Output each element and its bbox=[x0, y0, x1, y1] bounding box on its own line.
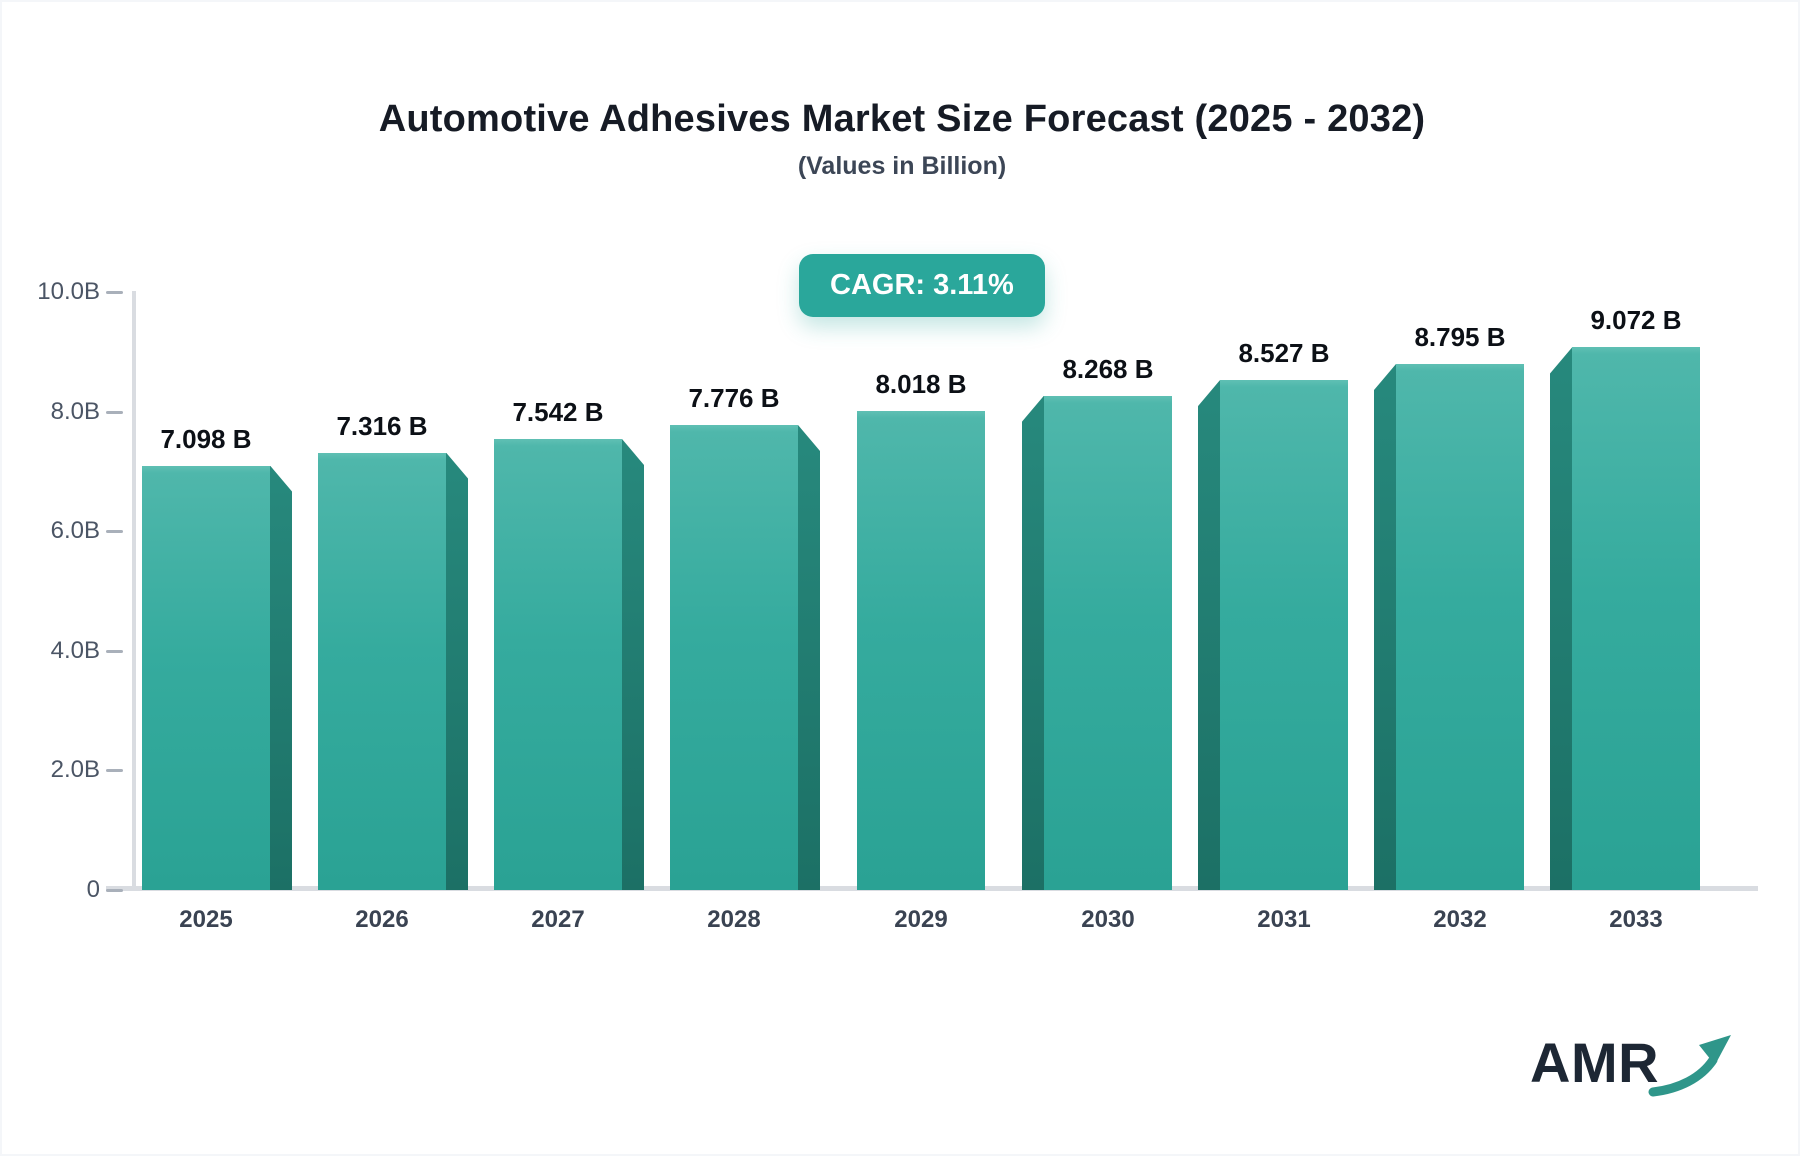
y-tick-label: 4.0B bbox=[50, 636, 100, 664]
y-tick-dash bbox=[106, 530, 123, 534]
bar bbox=[670, 424, 798, 890]
x-tick-label: 2029 bbox=[894, 906, 948, 933]
x-tick-label: 2027 bbox=[531, 906, 585, 933]
bar bbox=[1044, 395, 1172, 890]
bar-side-face bbox=[1022, 395, 1044, 890]
x-tick-label: 2033 bbox=[1609, 906, 1663, 933]
bar-side-face bbox=[798, 424, 820, 890]
bar bbox=[142, 465, 270, 890]
bar-value-label: 8.268 B bbox=[1062, 353, 1154, 384]
y-tick-dash bbox=[106, 649, 123, 653]
x-tick-label: 2028 bbox=[707, 906, 761, 933]
x-tick-label: 2026 bbox=[355, 906, 409, 933]
y-tick-dash bbox=[106, 769, 123, 773]
bar-side-face bbox=[1550, 347, 1572, 890]
bar bbox=[1220, 380, 1348, 890]
bar bbox=[318, 452, 446, 890]
bar bbox=[1572, 347, 1700, 890]
amr-logo: AMR bbox=[1530, 1030, 1739, 1098]
amr-logo-text: AMR bbox=[1530, 1031, 1660, 1094]
cagr-badge: CAGR: 3.11% bbox=[799, 254, 1045, 317]
y-tick-label: 0 bbox=[86, 876, 100, 903]
bar-value-label: 7.776 B bbox=[688, 382, 780, 413]
y-tick-label: 8.0B bbox=[50, 397, 100, 425]
y-tick-label: 2.0B bbox=[50, 756, 100, 784]
x-tick-label: 2030 bbox=[1081, 906, 1135, 933]
bar-side-face bbox=[1198, 380, 1220, 890]
chart-subtitle: (Values in Billion) bbox=[797, 152, 1007, 180]
x-tick-label: 2025 bbox=[179, 906, 233, 933]
bar bbox=[494, 438, 622, 890]
bar-side-face bbox=[1374, 364, 1396, 890]
y-axis-line bbox=[132, 291, 136, 891]
y-tick-label: 10.0B bbox=[37, 278, 100, 305]
chart-title: Automotive Adhesives Market Size Forecas… bbox=[378, 98, 1426, 140]
bar-value-label: 7.098 B bbox=[160, 423, 252, 454]
growth-arrow-icon bbox=[1648, 1035, 1732, 1097]
y-tick-dash bbox=[106, 291, 123, 294]
bar-value-label: 7.542 B bbox=[512, 396, 604, 427]
bar-value-label: 8.018 B bbox=[875, 368, 967, 399]
bar-side-face bbox=[622, 438, 644, 890]
bar-side-face bbox=[270, 465, 292, 890]
bar-side-face bbox=[446, 452, 468, 890]
y-tick-label: 6.0B bbox=[50, 517, 100, 545]
bar bbox=[857, 410, 985, 890]
bar-value-label: 8.527 B bbox=[1238, 338, 1330, 369]
bar-value-label: 8.795 B bbox=[1414, 322, 1506, 353]
bar-value-label: 9.072 B bbox=[1590, 305, 1682, 336]
bar-value-label: 7.316 B bbox=[336, 410, 428, 441]
y-tick-dash bbox=[106, 410, 123, 414]
bar bbox=[1396, 364, 1524, 890]
y-tick-dash bbox=[106, 889, 123, 892]
x-tick-label: 2031 bbox=[1257, 906, 1311, 933]
x-tick-label: 2032 bbox=[1433, 906, 1487, 933]
